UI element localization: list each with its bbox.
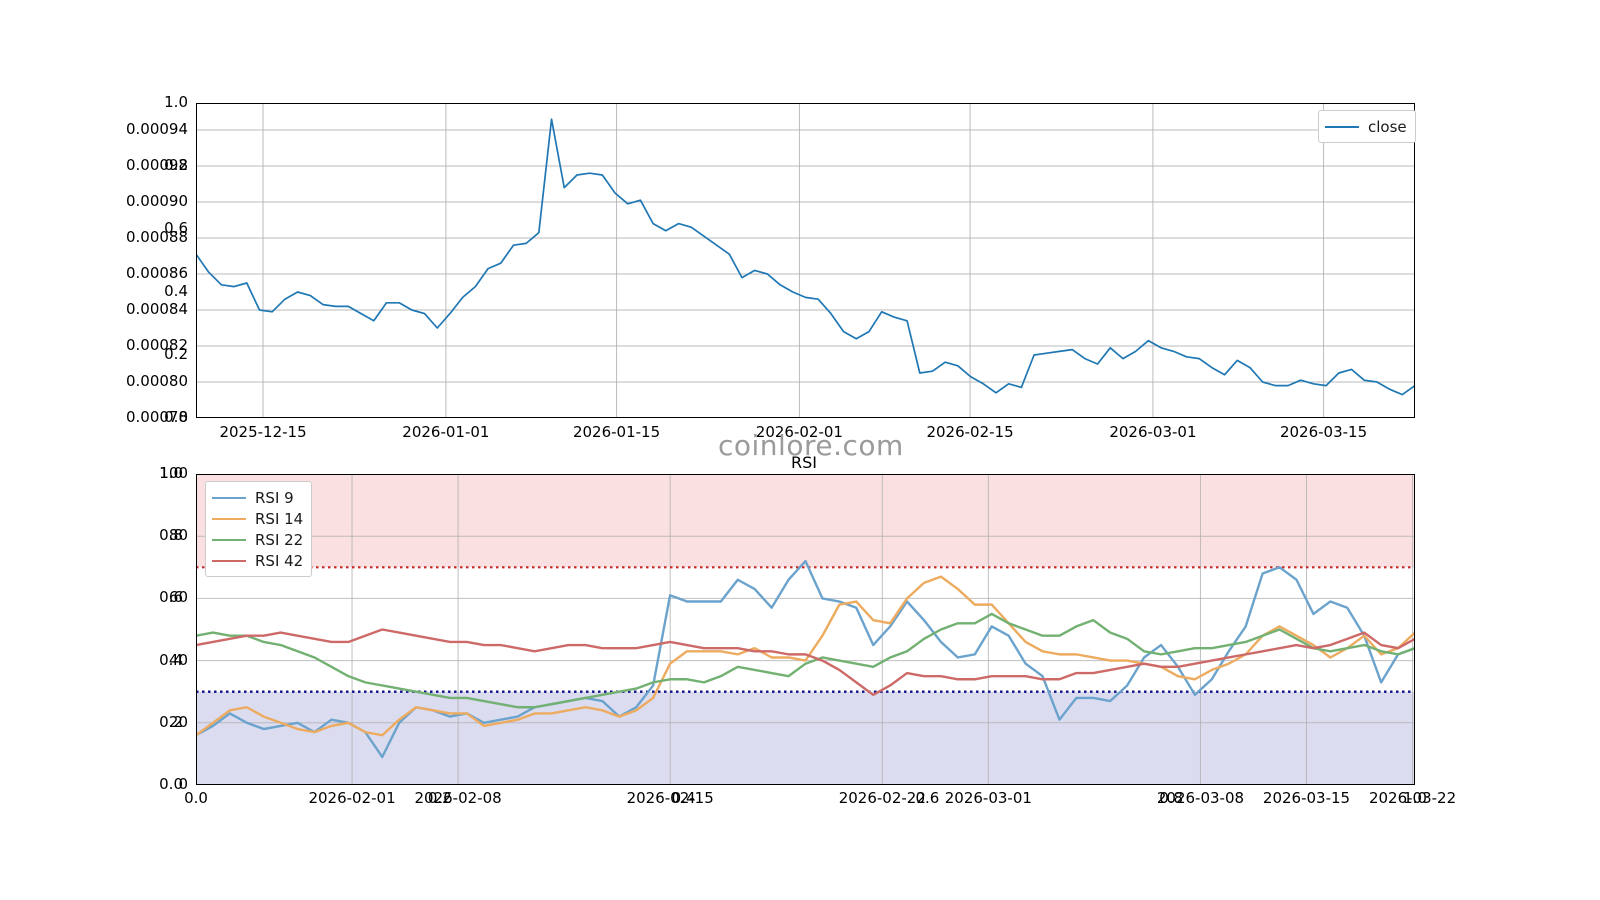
x-tick-label: 2026-02-22: [838, 789, 926, 807]
y-tick-label: 0.00090: [125, 192, 188, 210]
legend-item-label: RSI 22: [255, 530, 304, 549]
legend-item-label: close: [1368, 117, 1407, 136]
y-tick-label: 1.0: [164, 93, 188, 111]
y-tick-label: 0.00082: [125, 336, 188, 354]
rsi-legend[interactable]: RSI 9 RSI 14 RSI 22 RSI 42: [205, 481, 313, 577]
y-tick-label: 0.00078: [125, 408, 188, 426]
x-tick-label: 0.0: [184, 789, 208, 807]
rsi-chart-panel: [196, 474, 1415, 785]
price-chart-panel: [196, 103, 1415, 418]
rsi-panel-title: RSI: [791, 453, 817, 472]
x-tick-label: 2026-01-01: [402, 423, 490, 441]
x-tick-label: 2026-03-08: [1156, 789, 1245, 807]
legend-line-icon: [212, 559, 246, 562]
x-tick-label: 0.6: [915, 789, 940, 807]
x-tick-label: 1.0: [1403, 789, 1427, 807]
x-tick-label: 2025-12-15: [219, 423, 307, 441]
x-tick-label: 2026-02-01: [755, 423, 843, 441]
legend-item[interactable]: RSI 9: [212, 487, 303, 508]
y-tick-label: 0.8: [159, 526, 183, 545]
x-tick-label: 2026-01-15: [572, 423, 661, 441]
x-tick-label: 2026-02-15: [926, 423, 1014, 441]
price-legend[interactable]: close: [1318, 110, 1416, 143]
y-tick-label: 0.00094: [125, 120, 188, 138]
y-tick-label: 20: [168, 712, 188, 731]
x-tick-label: 2026-03-01: [944, 789, 1032, 807]
legend-item-label: RSI 42: [255, 551, 304, 570]
y-tick-label: 0: [178, 775, 188, 793]
legend-item-label: RSI 14: [255, 509, 304, 528]
legend-item[interactable]: RSI 14: [212, 508, 303, 529]
legend-item-label: RSI 9: [255, 488, 294, 507]
y-tick-label: 0.0: [159, 775, 183, 793]
y-tick-label: 0.4: [164, 282, 188, 300]
y-tick-label: 0.00086: [125, 264, 188, 282]
watermark: coinlore.com: [718, 429, 904, 462]
price-plot-area: [196, 103, 1415, 418]
legend-item[interactable]: RSI 42: [212, 550, 303, 571]
x-tick-label: 2026-02-08: [414, 789, 502, 807]
y-tick-label: 100: [159, 464, 188, 482]
y-tick-label: 60: [168, 588, 188, 607]
y-tick-label: 0.8: [164, 156, 188, 174]
x-tick-label: 2026-03-01: [1109, 423, 1197, 441]
legend-item[interactable]: close: [1325, 116, 1407, 137]
legend-line-icon: [212, 517, 246, 520]
y-tick-label: 0.00088: [125, 228, 188, 246]
y-tick-label: 0.4: [159, 650, 183, 669]
y-tick-label: 0.2: [159, 712, 183, 731]
rsi-plot-area: [196, 474, 1415, 785]
y-tick-label: 0.2: [164, 345, 188, 363]
y-tick-label: 0.6: [164, 219, 188, 237]
x-tick-label: 0.4: [671, 789, 696, 807]
x-tick-label: 2026-03-15: [1262, 789, 1351, 807]
y-tick-label: 1.0: [159, 464, 183, 482]
legend-line-icon: [1325, 125, 1359, 128]
x-tick-label: 0.8: [1159, 789, 1184, 807]
y-tick-label: 0.6: [159, 588, 183, 607]
legend-item[interactable]: RSI 22: [212, 529, 303, 550]
x-tick-label: 2026-03-22: [1368, 789, 1457, 807]
y-tick-label: 0.00080: [125, 372, 188, 390]
x-tick-label: 0.2: [427, 789, 452, 807]
y-tick-label: 80: [168, 526, 188, 545]
legend-line-icon: [212, 538, 246, 541]
y-tick-label: 0.00084: [125, 300, 188, 318]
legend-line-icon: [212, 496, 246, 499]
y-tick-label: 40: [168, 650, 188, 669]
y-tick-label: 0.00092: [125, 156, 188, 174]
x-tick-label: 2026-02-01: [308, 789, 396, 807]
x-tick-label: 2026-03-15: [1279, 423, 1368, 441]
y-tick-label: 0.0: [164, 408, 188, 426]
x-tick-label: 2026-02-15: [626, 789, 714, 807]
